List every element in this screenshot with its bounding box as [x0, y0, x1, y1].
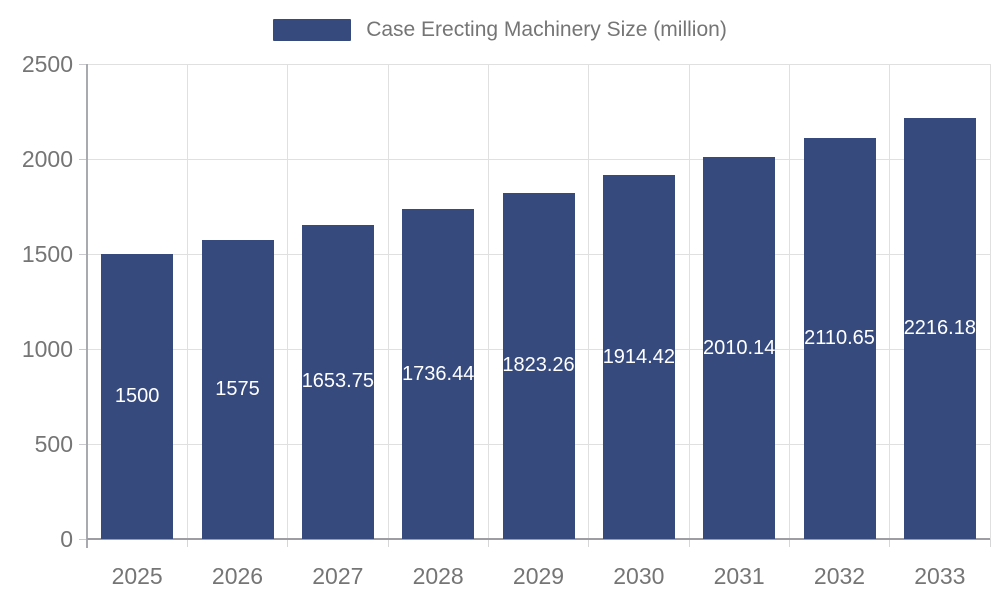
bar-2026[interactable]: 1575 — [201, 239, 274, 539]
legend: Case Erecting Machinery Size (million) — [0, 18, 1000, 42]
y-axis-line — [86, 64, 88, 548]
bar-2028[interactable]: 1736.44 — [402, 209, 474, 539]
x-gridline — [186, 64, 188, 539]
bar-2031[interactable]: 2010.14 — [703, 157, 775, 539]
y-axis-tick — [79, 443, 87, 445]
y-axis-tick — [79, 253, 87, 255]
y-axis-label: 1000 — [21, 336, 73, 362]
x-axis-label-2027: 2027 — [312, 563, 364, 589]
bar-2033[interactable]: 2216.18 — [903, 117, 976, 539]
y-gridline — [87, 63, 990, 65]
y-axis-label: 500 — [34, 431, 73, 457]
y-axis-tick — [79, 538, 87, 540]
y-axis-label: 2000 — [21, 146, 73, 172]
x-axis-label-2032: 2032 — [813, 563, 866, 589]
x-axis-label-2033: 2033 — [914, 563, 966, 589]
y-axis-tick — [79, 63, 87, 65]
y-axis-tick — [79, 158, 87, 160]
x-axis-label-2028: 2028 — [412, 563, 464, 589]
legend-label: Case Erecting Machinery Size (million) — [366, 18, 727, 41]
x-axis-tick — [989, 539, 991, 547]
y-axis-label: 0 — [60, 526, 73, 552]
x-axis-tick — [287, 539, 289, 547]
bar-value-label: 1914.42 — [602, 345, 675, 368]
bar-value-label: 1736.44 — [402, 362, 475, 385]
x-axis-label-2026: 2026 — [211, 563, 264, 589]
bar-2029[interactable]: 1823.26 — [502, 192, 575, 539]
x-gridline — [588, 64, 590, 539]
x-axis-tick — [487, 539, 489, 547]
x-axis-tick — [588, 539, 590, 547]
bar-2025[interactable]: 1500 — [101, 254, 174, 539]
bar-value-label: 2010.14 — [703, 336, 776, 359]
bar-value-label: 2216.18 — [903, 316, 976, 339]
y-axis-label: 1500 — [21, 241, 73, 267]
x-axis-line — [87, 538, 990, 540]
x-axis-tick — [387, 539, 389, 547]
legend-swatch-icon — [273, 19, 352, 41]
x-gridline — [487, 64, 489, 539]
x-axis-label-2031: 2031 — [713, 563, 765, 589]
x-gridline — [788, 64, 790, 539]
x-gridline — [287, 64, 289, 539]
x-axis-label-2030: 2030 — [613, 563, 665, 589]
bar-value-label: 1823.26 — [502, 354, 575, 377]
bar-2027[interactable]: 1653.75 — [301, 224, 374, 539]
x-axis-tick — [186, 539, 188, 547]
y-axis-label: 2500 — [21, 51, 73, 77]
bar-value-label: 1653.75 — [301, 370, 374, 393]
bar-value-label: 2110.65 — [804, 326, 875, 349]
legend-item[interactable]: Case Erecting Machinery Size (million) — [273, 18, 727, 42]
x-axis-tick — [788, 539, 790, 547]
y-axis-tick — [79, 348, 87, 350]
x-axis-tick — [889, 539, 891, 547]
x-gridline — [387, 64, 389, 539]
x-axis-tick — [688, 539, 690, 547]
bar-value-label: 1575 — [215, 377, 260, 400]
x-axis-label-2025: 2025 — [111, 563, 163, 589]
bar-2032[interactable]: 2110.65 — [803, 137, 876, 539]
y-gridline — [87, 158, 990, 160]
x-gridline — [989, 64, 991, 539]
x-gridline — [688, 64, 690, 539]
bar-value-label: 1500 — [114, 385, 160, 407]
bar-2030[interactable]: 1914.42 — [603, 175, 675, 539]
x-axis-label-2029: 2029 — [512, 563, 565, 589]
x-gridline — [889, 64, 891, 539]
